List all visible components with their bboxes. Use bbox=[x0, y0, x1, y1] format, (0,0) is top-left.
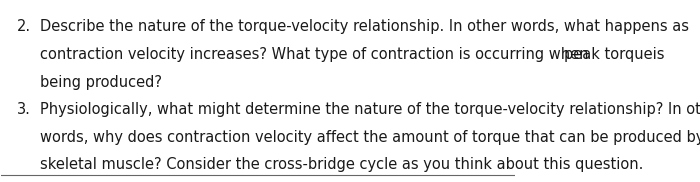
Text: words, why does contraction velocity affect the amount of torque that can be pro: words, why does contraction velocity aff… bbox=[40, 130, 700, 145]
Text: Describe the nature of the torque-velocity relationship. In other words, what ha: Describe the nature of the torque-veloci… bbox=[40, 19, 689, 34]
Text: contraction velocity increases? What type of contraction is occurring when: contraction velocity increases? What typ… bbox=[40, 47, 593, 62]
Text: is: is bbox=[648, 47, 664, 62]
Text: Physiologically, what might determine the nature of the torque-velocity relation: Physiologically, what might determine th… bbox=[40, 102, 700, 117]
Text: skeletal muscle? Consider the cross-bridge cycle as you think about this questio: skeletal muscle? Consider the cross-brid… bbox=[40, 157, 643, 172]
Text: being produced?: being produced? bbox=[40, 75, 162, 90]
Text: 2.: 2. bbox=[17, 19, 31, 34]
Text: 3.: 3. bbox=[17, 102, 31, 117]
Text: peak torque: peak torque bbox=[564, 47, 652, 62]
